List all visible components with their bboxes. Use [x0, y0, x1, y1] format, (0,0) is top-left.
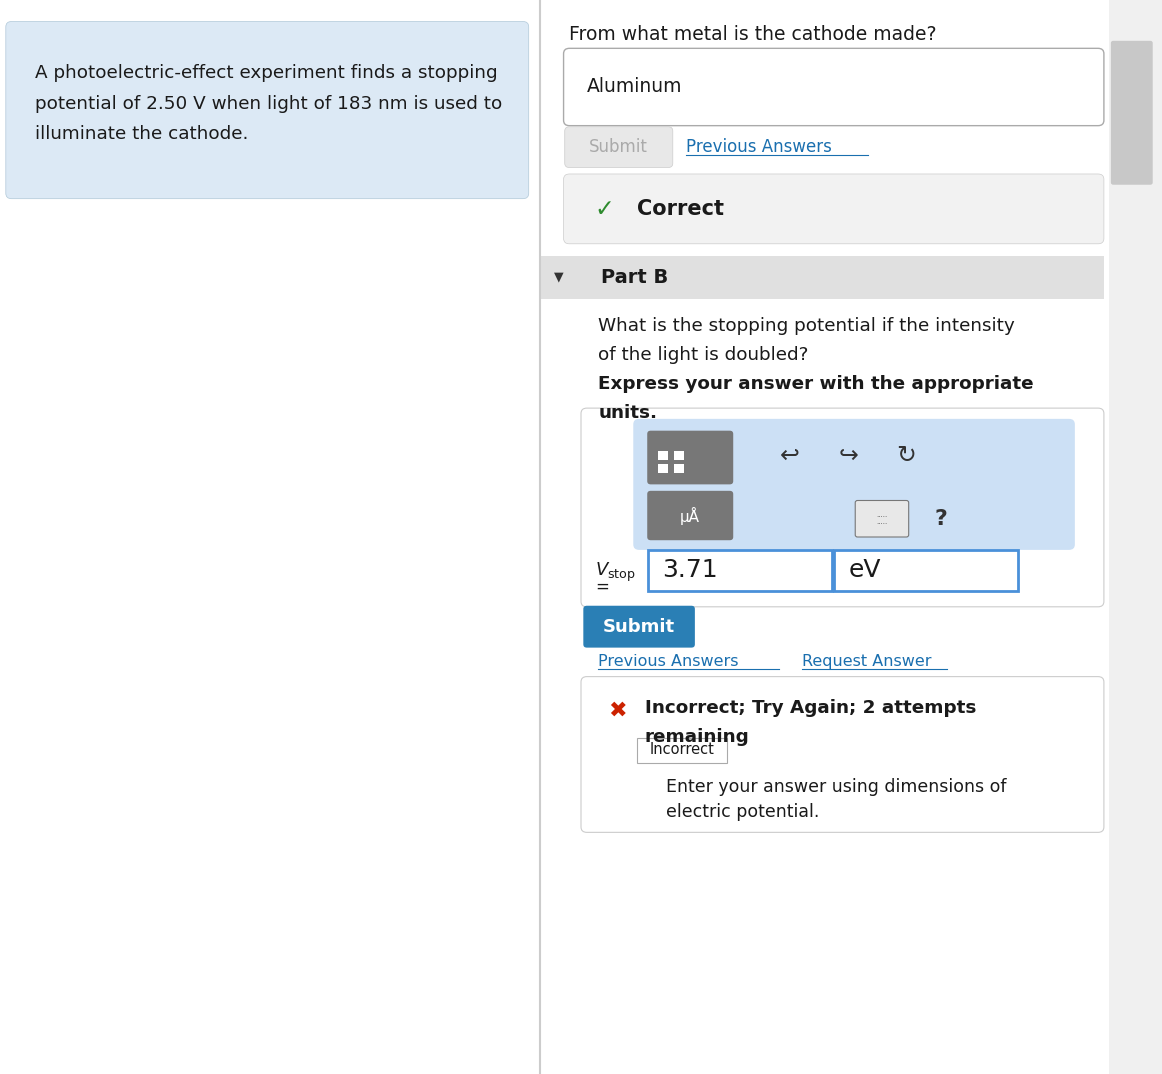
Text: eV: eV: [848, 558, 881, 582]
Text: Enter your answer using dimensions of: Enter your answer using dimensions of: [666, 778, 1006, 796]
FancyBboxPatch shape: [6, 21, 529, 199]
Text: ▼: ▼: [554, 271, 564, 284]
Text: ↩: ↩: [781, 444, 799, 467]
Text: =: =: [595, 578, 609, 596]
Text: Submit: Submit: [603, 618, 675, 636]
Text: units.: units.: [598, 404, 658, 422]
FancyBboxPatch shape: [674, 464, 684, 473]
FancyBboxPatch shape: [637, 738, 727, 763]
Text: From what metal is the cathode made?: From what metal is the cathode made?: [569, 25, 937, 44]
Text: ↻: ↻: [897, 444, 916, 467]
FancyBboxPatch shape: [834, 550, 1018, 591]
Text: Incorrect; Try Again; 2 attempts: Incorrect; Try Again; 2 attempts: [645, 699, 976, 717]
Text: of the light is doubled?: of the light is doubled?: [598, 346, 809, 364]
FancyBboxPatch shape: [1111, 41, 1153, 185]
Text: Correct: Correct: [637, 200, 724, 219]
Text: ↪: ↪: [839, 444, 858, 467]
FancyBboxPatch shape: [540, 256, 1104, 299]
Text: Express your answer with the appropriate: Express your answer with the appropriate: [598, 375, 1034, 393]
Text: 3.71: 3.71: [662, 558, 718, 582]
Text: illuminate the cathode.: illuminate the cathode.: [35, 125, 249, 143]
Text: Submit: Submit: [589, 139, 648, 156]
Text: electric potential.: electric potential.: [666, 803, 819, 822]
Text: Request Answer: Request Answer: [802, 654, 931, 669]
FancyBboxPatch shape: [581, 408, 1104, 607]
Text: Previous Answers: Previous Answers: [598, 654, 739, 669]
Text: remaining: remaining: [645, 728, 749, 746]
FancyBboxPatch shape: [565, 127, 673, 168]
Text: $V_{\mathrm{stop}}$: $V_{\mathrm{stop}}$: [595, 561, 636, 584]
Text: .....
.....: ..... .....: [876, 512, 888, 525]
Text: ?: ?: [934, 509, 948, 528]
Text: ✖: ✖: [608, 700, 626, 721]
FancyBboxPatch shape: [581, 677, 1104, 832]
FancyBboxPatch shape: [633, 419, 1075, 550]
Text: Aluminum: Aluminum: [587, 77, 682, 97]
FancyBboxPatch shape: [1109, 0, 1162, 1074]
FancyBboxPatch shape: [855, 500, 909, 537]
FancyBboxPatch shape: [647, 431, 733, 484]
Text: μÅ: μÅ: [680, 507, 701, 524]
FancyBboxPatch shape: [674, 451, 684, 460]
FancyBboxPatch shape: [658, 451, 668, 460]
FancyBboxPatch shape: [564, 174, 1104, 244]
FancyBboxPatch shape: [564, 48, 1104, 126]
Text: A photoelectric-effect experiment finds a stopping: A photoelectric-effect experiment finds …: [35, 64, 497, 83]
FancyBboxPatch shape: [658, 464, 668, 473]
Text: Previous Answers: Previous Answers: [686, 139, 832, 156]
Text: Incorrect: Incorrect: [650, 742, 715, 757]
Text: potential of 2.50 V when light of 183 nm is used to: potential of 2.50 V when light of 183 nm…: [35, 95, 502, 113]
FancyBboxPatch shape: [583, 606, 695, 648]
FancyBboxPatch shape: [648, 550, 832, 591]
FancyBboxPatch shape: [647, 491, 733, 540]
Text: Part B: Part B: [601, 267, 668, 287]
Text: ✓: ✓: [595, 198, 615, 221]
Text: What is the stopping potential if the intensity: What is the stopping potential if the in…: [598, 317, 1016, 335]
